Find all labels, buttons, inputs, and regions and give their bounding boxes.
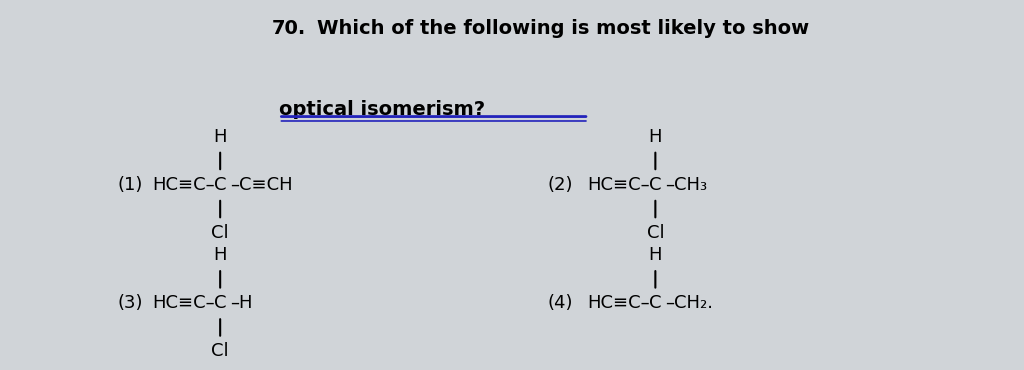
Text: HC≡C–: HC≡C– [588, 176, 650, 194]
Text: C: C [649, 176, 662, 194]
Text: H: H [648, 128, 663, 146]
Text: Cl: Cl [646, 224, 665, 242]
Text: (3): (3) [118, 295, 143, 312]
Text: H: H [213, 128, 227, 146]
Text: (1): (1) [118, 176, 143, 194]
Text: H: H [213, 246, 227, 264]
Text: (4): (4) [548, 295, 573, 312]
Text: Cl: Cl [211, 343, 229, 360]
Text: –H: –H [230, 295, 253, 312]
Text: C: C [214, 295, 226, 312]
Text: optical isomerism?: optical isomerism? [279, 100, 484, 119]
Text: HC≡C–: HC≡C– [153, 176, 215, 194]
Text: C: C [649, 295, 662, 312]
Text: HC≡C–: HC≡C– [153, 295, 215, 312]
Text: H: H [648, 246, 663, 264]
Text: Which of the following is most likely to show: Which of the following is most likely to… [317, 18, 810, 37]
Text: (2): (2) [548, 176, 573, 194]
Text: 70.: 70. [271, 18, 305, 37]
Text: C: C [214, 176, 226, 194]
Text: HC≡C–: HC≡C– [588, 295, 650, 312]
Text: –C≡CH: –C≡CH [230, 176, 293, 194]
Text: Cl: Cl [211, 224, 229, 242]
Text: –CH₃: –CH₃ [666, 176, 708, 194]
Text: –CH₂.: –CH₂. [666, 295, 714, 312]
